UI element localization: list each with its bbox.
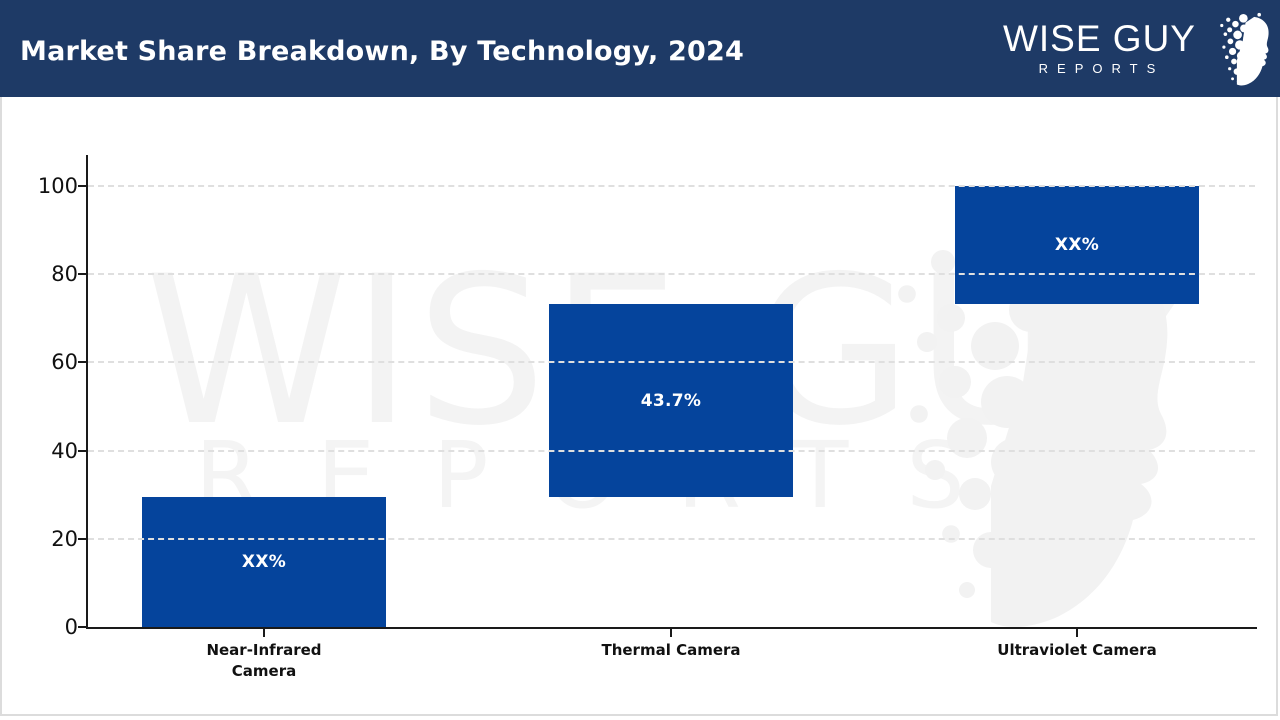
header-bar: Market Share Breakdown, By Technology, 2… [0, 0, 1280, 97]
x-tick-mark [263, 629, 265, 637]
category-label: Near-Infrared Camera [206, 641, 322, 680]
gridline-y-40 [88, 449, 1255, 452]
bar-value-label: XX% [241, 551, 287, 572]
y-tick-label: 60 [51, 350, 78, 375]
bar-value-label: 43.7% [640, 390, 702, 411]
y-tick-mark [78, 626, 87, 628]
category-label: Ultraviolet Camera [997, 641, 1157, 659]
dotted-head-profile-icon [1220, 12, 1269, 86]
bar-3: XX% [955, 186, 1199, 305]
brand-name: WISE GUY [1002, 18, 1196, 59]
gridline-y-60 [88, 361, 1255, 364]
x-axis-line [86, 627, 1257, 629]
page-title: Market Share Breakdown, By Technology, 2… [20, 36, 745, 67]
y-tick-label: 40 [51, 438, 78, 463]
x-tick-mark [670, 629, 672, 637]
y-axis-line [86, 155, 88, 629]
bar-1: XX% [142, 496, 386, 627]
y-tick-mark [78, 449, 87, 452]
gridline-y-20 [88, 537, 1255, 540]
category-label: Thermal Camera [601, 641, 741, 659]
gridline-y-80 [88, 273, 1255, 276]
y-tick-label: 100 [37, 174, 78, 198]
gridline-y-100 [88, 185, 1255, 187]
y-tick-label: 80 [51, 262, 78, 287]
y-tick-mark [78, 273, 87, 276]
brand-logo-text: WISE GUY REPORTS [1002, 18, 1196, 76]
brand-logo: WISE GUY REPORTS [1003, 6, 1269, 92]
y-tick-mark [78, 185, 87, 187]
y-tick-label: 20 [51, 526, 78, 551]
plot-area: XX% 43.7% XX% [88, 155, 1255, 627]
y-tick-mark [78, 361, 87, 364]
y-tick-mark [78, 537, 87, 540]
bar-value-label: XX% [1054, 235, 1100, 256]
y-tick-label: 0 [64, 615, 78, 639]
brand-subtitle: REPORTS [1038, 60, 1165, 76]
bar-2: 43.7% [549, 304, 793, 497]
x-tick-mark [1076, 629, 1078, 637]
